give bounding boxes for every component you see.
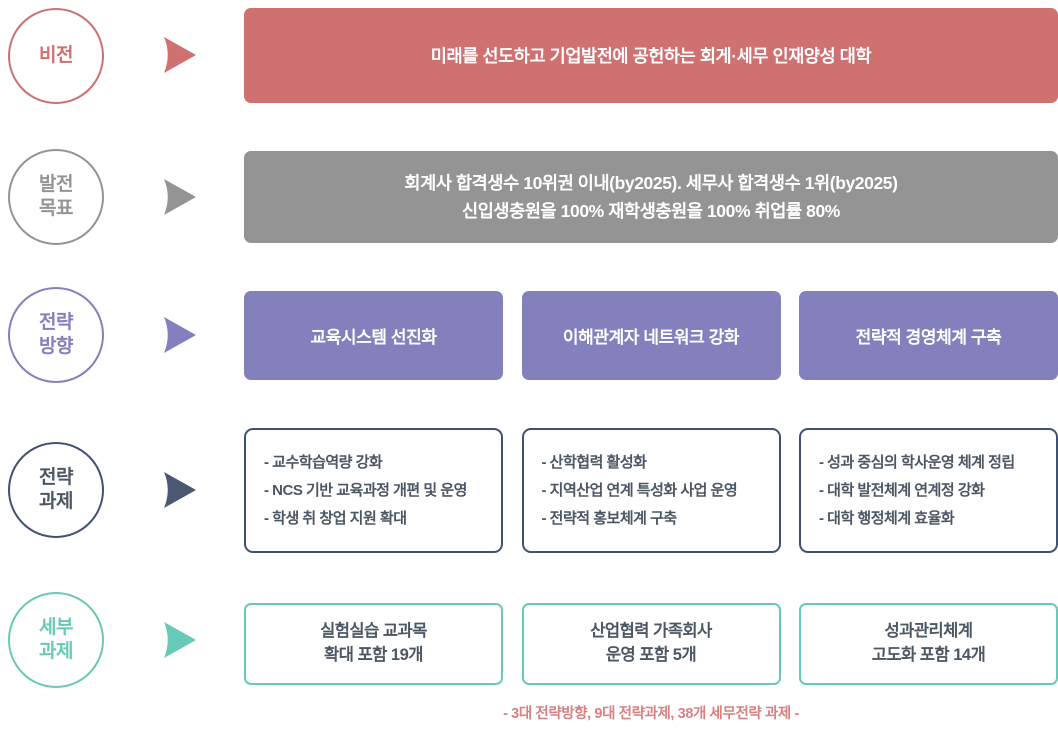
direction-box[interactable]: 교육시스템 선진화 bbox=[244, 291, 503, 380]
footer-note: - 3대 전략방향, 9대 전략과제, 38개 세무전략 과제 - bbox=[503, 706, 799, 722]
task-box-line: - 전략적 홍보체계 구축 bbox=[541, 510, 678, 527]
task-box[interactable]: - 성과 중심의 학사운영 체계 정립 - 대학 발전체계 연계정 강화 - 대학 … bbox=[799, 428, 1058, 553]
column-group-direction: 교육시스템 선진화 이해관계자 네트워크 강화 전략적 경영체계 구축 bbox=[244, 291, 1058, 380]
task-box[interactable]: - 교수학습역량 강화 - NCS 기반 교육과정 개편 및 운영 - 학생 취 창… bbox=[244, 428, 503, 553]
triangle-right-icon bbox=[155, 32, 201, 78]
row-label-line: 목표 bbox=[39, 198, 73, 219]
direction-box[interactable]: 이해관계자 네트워크 강화 bbox=[521, 291, 781, 380]
row-label-line: 발전 bbox=[39, 173, 73, 195]
detail-box-line: 성과관리체계 bbox=[884, 622, 973, 641]
task-box-line: - 대학 행정체계 효율화 bbox=[819, 510, 955, 527]
triangle-right-icon bbox=[155, 174, 201, 220]
banner-line: 미래를 선도하고 기업발전에 공헌하는 회게·세무 인재양성 대학 bbox=[430, 45, 872, 66]
row-label-line: 방향 bbox=[39, 336, 73, 357]
row-content-goal: 회계사 합격생수 10위권 이내(by2025). 세무사 합격생수 1위(by… bbox=[244, 151, 1058, 243]
detail-box-line: 운영 포함 5개 bbox=[605, 646, 697, 664]
row-label-line: 전략 bbox=[39, 311, 73, 333]
triangle-right-icon bbox=[155, 312, 201, 358]
banner-vision: 미래를 선도하고 기업발전에 공헌하는 회게·세무 인재양성 대학 bbox=[244, 8, 1058, 103]
direction-box[interactable]: 전략적 경영체계 구축 bbox=[799, 291, 1058, 380]
task-box-line: - 학생 취 창업 지원 확대 bbox=[264, 510, 407, 527]
row-label-line: 비전 bbox=[39, 44, 73, 66]
row-content-task: - 교수학습역량 강화 - NCS 기반 교육과정 개편 및 운영 - 학생 취 창… bbox=[244, 428, 1058, 553]
row-content-vision: 미래를 선도하고 기업발전에 공헌하는 회게·세무 인재양성 대학 bbox=[244, 8, 1058, 103]
row-content-detail: 실험실습 교과목 확대 포함 19개 산업협력 가족회사 운영 포함 5개 성과관리체계… bbox=[244, 603, 1058, 685]
banner-goal: 회계사 합격생수 10위권 이내(by2025). 세무사 합격생수 1위(by… bbox=[244, 151, 1058, 243]
task-box-line: - 교수학습역량 강화 bbox=[264, 454, 383, 471]
column-group-task: - 교수학습역량 강화 - NCS 기반 교육과정 개편 및 운영 - 학생 취 창… bbox=[244, 428, 1058, 553]
detail-box-line: 확대 포함 19개 bbox=[324, 646, 423, 664]
task-box-line: - 대학 발전체계 연계정 강화 bbox=[819, 482, 985, 499]
detail-box-line: 고도화 포함 14개 bbox=[871, 646, 986, 664]
row-label-line: 과제 bbox=[39, 491, 73, 512]
direction-box-line: 교육시스템 선진화 bbox=[310, 328, 437, 347]
column-group-detail: 실험실습 교과목 확대 포함 19개 산업협력 가족회사 운영 포함 5개 성과관리체계… bbox=[244, 603, 1058, 685]
row-label-line: 세부 bbox=[39, 616, 73, 638]
row-content-direction: 교육시스템 선진화 이해관계자 네트워크 강화 전략적 경영체계 구축 bbox=[244, 291, 1058, 380]
task-box[interactable]: - 산학협력 활성화 - 지역산업 연계 특성화 사업 운영 - 전략적 홍보체계 … bbox=[521, 428, 781, 553]
triangle-right-icon bbox=[155, 467, 201, 513]
task-box-line: - NCS 기반 교육과정 개편 및 운영 bbox=[264, 482, 467, 499]
detail-box-line: 산업협력 가족회사 bbox=[590, 622, 712, 641]
direction-box-line: 전략적 경영체계 구축 bbox=[855, 328, 1002, 347]
triangle-right-icon bbox=[155, 617, 201, 663]
row-label-circle-vision: 비전 bbox=[8, 8, 104, 104]
row-label-line: 과제 bbox=[39, 641, 73, 662]
banner-line: 신입생충원을 100% 재학생충원을 100% 취업률 80% bbox=[462, 201, 840, 221]
task-box-line: - 지역산업 연계 특성화 사업 운영 bbox=[541, 482, 738, 499]
task-box-line: - 성과 중심의 학사운영 체계 정립 bbox=[819, 454, 1015, 471]
task-box-line: - 산학협력 활성화 bbox=[541, 454, 647, 471]
banner-line: 회계사 합격생수 10위권 이내(by2025). 세무사 합격생수 1위(by… bbox=[404, 173, 898, 193]
row-label-line: 전략 bbox=[39, 466, 73, 488]
direction-box-line: 이해관계자 네트워크 강화 bbox=[562, 328, 740, 347]
detail-box-line: 실험실습 교과목 bbox=[320, 622, 427, 641]
